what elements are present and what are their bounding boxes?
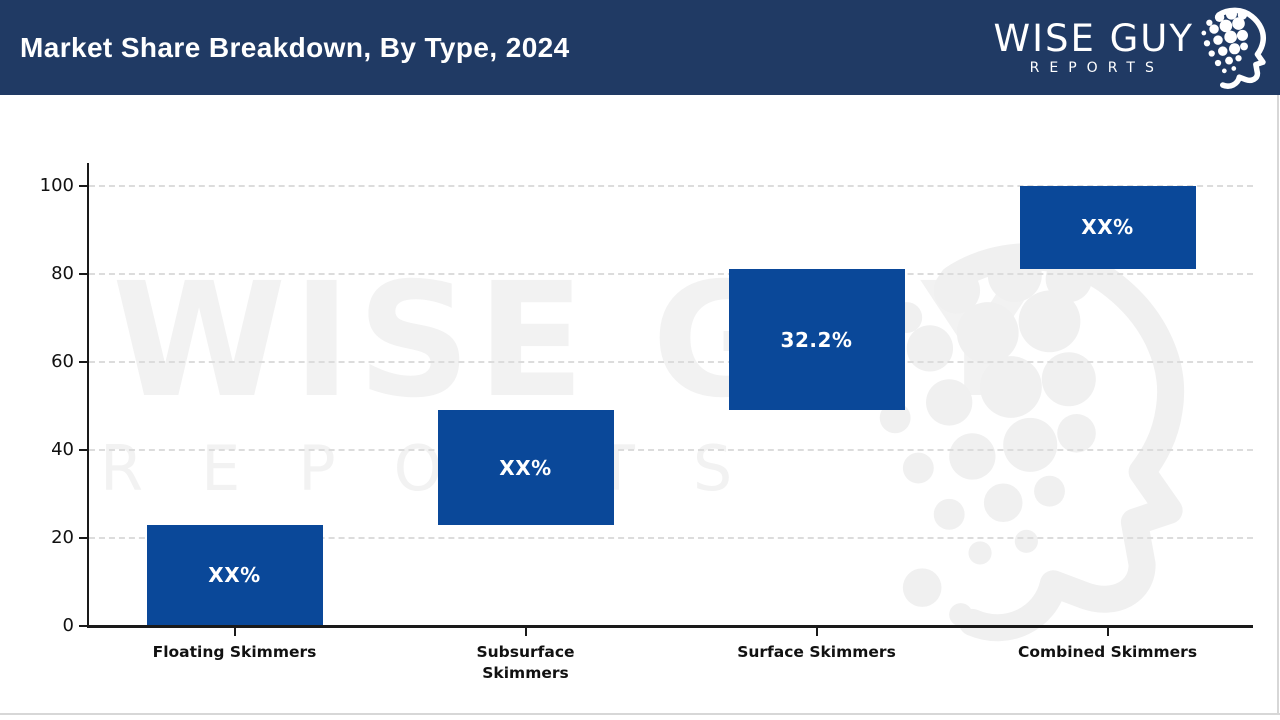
y-axis-tick-label: 60 — [51, 351, 74, 372]
page-bottom-border — [0, 713, 1280, 715]
page-right-border — [1277, 95, 1279, 715]
x-axis-tick — [1106, 628, 1109, 636]
bar-segment: XX% — [1019, 186, 1196, 269]
bar-value-label: XX% — [1081, 215, 1134, 240]
y-axis-tick — [79, 537, 87, 539]
y-axis-tick-label: 20 — [51, 527, 74, 548]
x-axis-category-label: Surface Skimmers — [737, 643, 896, 661]
bar-value-label: XX% — [208, 563, 261, 588]
x-axis-tick — [815, 628, 818, 636]
y-gridline — [89, 537, 1253, 539]
x-axis-tick — [233, 628, 236, 636]
x-axis-category-label: Floating Skimmers — [152, 643, 317, 661]
y-gridline — [89, 185, 1253, 187]
x-axis-line — [87, 625, 1253, 628]
y-axis-tick-label: 100 — [39, 175, 74, 196]
y-axis-tick — [79, 361, 87, 363]
x-axis-category-label: Subsurface Skimmers — [476, 643, 575, 682]
bar-segment: XX% — [437, 410, 614, 525]
x-axis-category-label: Combined Skimmers — [1017, 643, 1198, 661]
brand-subtitle: REPORTS — [1029, 59, 1164, 76]
y-axis-line — [87, 163, 89, 627]
bar-value-label: 32.2% — [780, 327, 853, 352]
header-bar: Market Share Breakdown, By Type, 2024 WI… — [0, 0, 1280, 95]
brand-logo-text: WISE GUY REPORTS — [993, 17, 1194, 76]
y-axis-tick-label: 0 — [62, 615, 74, 636]
page-title: Market Share Breakdown, By Type, 2024 — [20, 31, 570, 63]
y-axis-tick-label: 40 — [51, 439, 74, 460]
bar-value-label: XX% — [499, 455, 552, 480]
y-axis-tick-label: 80 — [51, 263, 74, 284]
y-axis-tick — [79, 273, 87, 275]
y-gridline — [89, 361, 1253, 363]
brand-name: WISE GUY — [993, 17, 1194, 61]
logo-head-icon — [1201, 7, 1267, 89]
bar-segment: 32.2% — [728, 268, 905, 411]
y-axis-tick — [79, 449, 87, 451]
y-axis-tick — [79, 625, 87, 627]
bar-segment: XX% — [146, 524, 323, 626]
watermark-text-line2: REPORTS — [100, 438, 790, 500]
y-gridline — [89, 449, 1253, 451]
x-axis-tick — [524, 628, 527, 636]
y-gridline — [89, 273, 1253, 275]
brand-logo: WISE GUY REPORTS — [994, 5, 1270, 91]
y-axis-tick — [79, 185, 87, 187]
